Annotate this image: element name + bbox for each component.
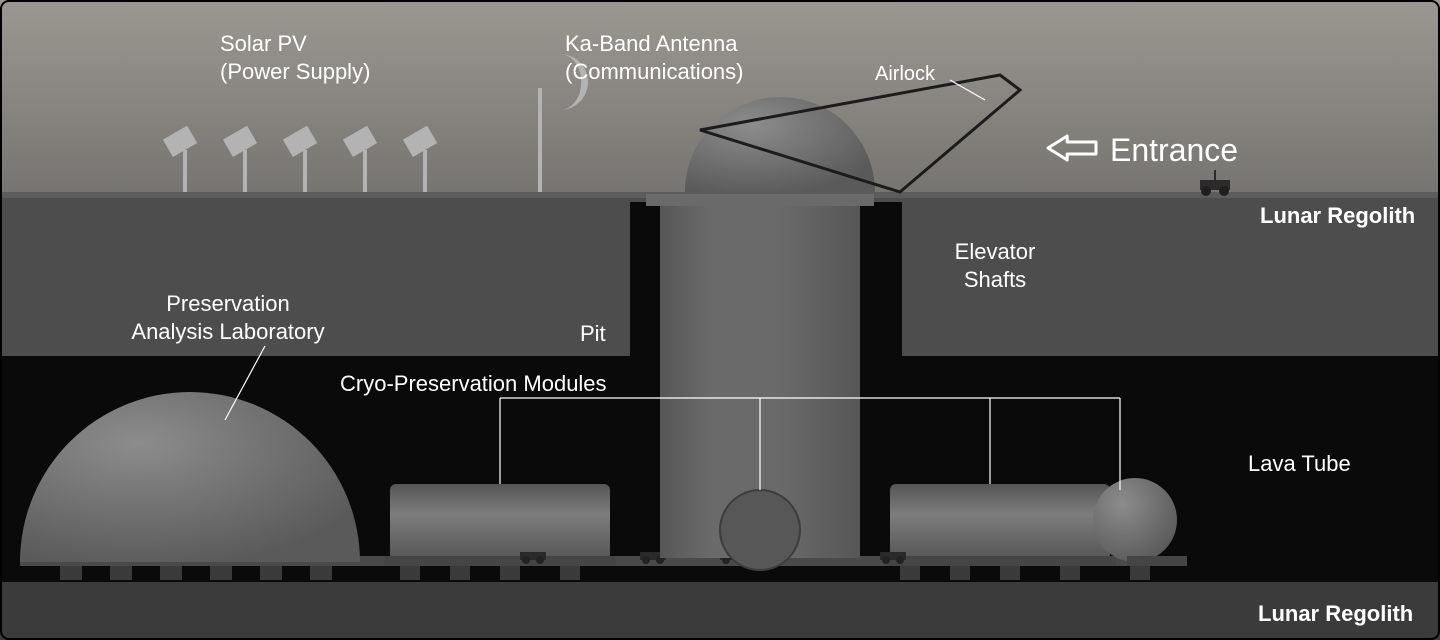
label-lava: Lava Tube	[1248, 450, 1351, 478]
label-antenna: Ka-Band Antenna (Communications)	[565, 30, 744, 85]
label-airlock: Airlock	[875, 62, 935, 87]
label-pit: Pit	[580, 320, 606, 348]
label-regolith-lower: Lunar Regolith	[1258, 600, 1413, 628]
label-lab: Preservation Analysis Laboratory	[131, 290, 324, 345]
label-elevator: Elevator Shafts	[955, 238, 1036, 293]
diagram-stage: Solar PV (Power Supply) Ka-Band Antenna …	[0, 0, 1440, 640]
label-cryo: Cryo-Preservation Modules	[340, 370, 607, 398]
label-regolith-upper: Lunar Regolith	[1260, 202, 1415, 230]
label-entrance: Entrance	[1110, 130, 1238, 170]
label-solar: Solar PV (Power Supply)	[220, 30, 370, 85]
